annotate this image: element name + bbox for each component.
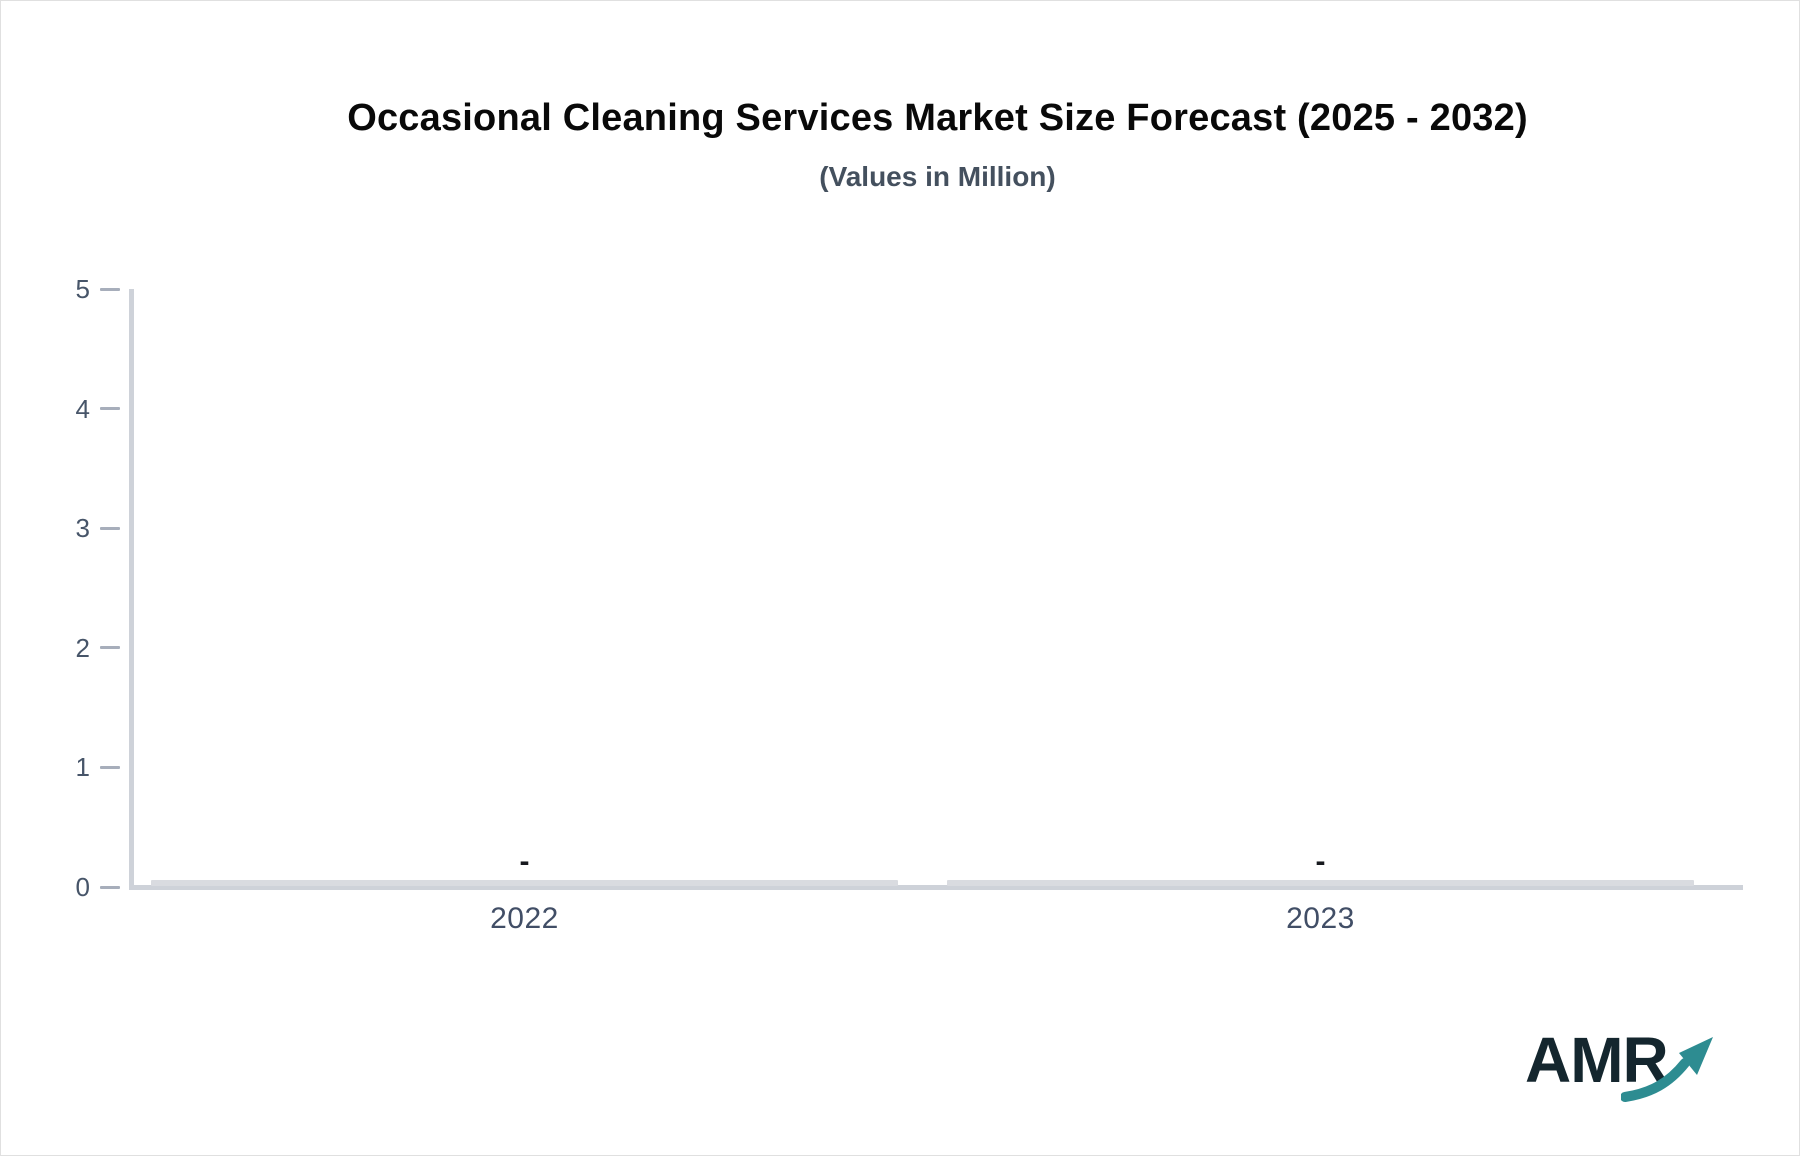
y-tick-mark (100, 646, 120, 650)
y-tick-mark (100, 885, 120, 889)
chart-title: Occasional Cleaning Services Market Size… (347, 97, 1528, 139)
y-tick-mark (100, 287, 120, 291)
y-tick-label: 0 (75, 872, 90, 902)
x-axis-line (129, 885, 1743, 890)
amr-logo: AMR (1525, 1027, 1735, 1117)
x-tick-label: 2022 (490, 902, 559, 935)
amr-logo-text: AMR (1525, 1024, 1669, 1096)
y-tick-mark (100, 765, 120, 769)
growth-arrow-icon (1621, 1037, 1713, 1102)
x-tick-label: 2023 (1286, 902, 1355, 935)
bar-value-label: - (1315, 845, 1326, 878)
y-tick-mark (100, 526, 120, 530)
y-axis-line (129, 289, 134, 890)
bar-value-label: - (519, 845, 530, 878)
bar-2023 (947, 880, 1694, 886)
chart-subtitle: (Values in Million) (819, 161, 1056, 192)
y-tick-mark (100, 407, 120, 411)
y-tick-label: 1 (75, 752, 90, 783)
y-tick-label: 3 (75, 513, 90, 544)
y-tick-label: 5 (75, 274, 90, 304)
y-tick-label: 2 (75, 632, 90, 663)
y-tick-label: 4 (75, 393, 90, 424)
bar-2022 (151, 880, 898, 886)
